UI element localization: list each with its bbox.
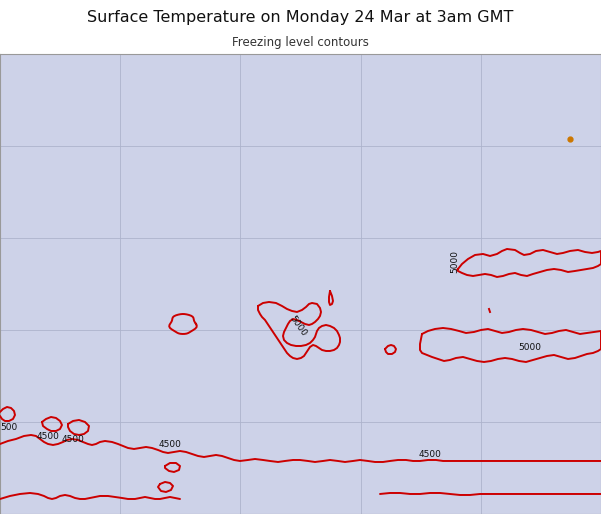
Text: 4500: 4500 [37, 432, 59, 441]
Text: 4500: 4500 [418, 450, 442, 459]
Text: Surface Temperature on Monday 24 Mar at 3am GMT: Surface Temperature on Monday 24 Mar at … [87, 10, 514, 25]
Text: 5000: 5000 [451, 250, 460, 273]
Text: 4500: 4500 [61, 435, 84, 444]
Text: Freezing level contours: Freezing level contours [232, 35, 369, 49]
Text: 5000: 5000 [288, 314, 308, 338]
Text: 4500: 4500 [159, 440, 182, 449]
Text: 5000: 5000 [519, 343, 542, 353]
Text: 500: 500 [0, 424, 17, 432]
